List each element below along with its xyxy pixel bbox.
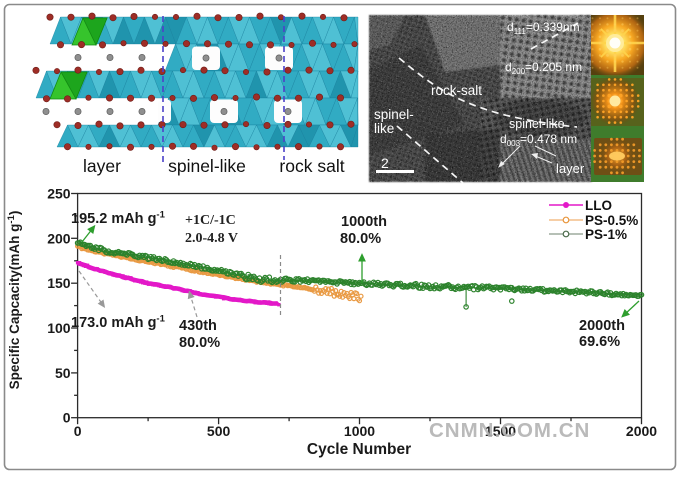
svg-text:1000th: 1000th — [341, 214, 387, 230]
svg-text:PS-0.5%: PS-0.5% — [585, 213, 638, 228]
svg-text:80.0%: 80.0% — [179, 335, 220, 351]
svg-text:like: like — [374, 121, 394, 136]
svg-text:80.0%: 80.0% — [340, 231, 381, 247]
svg-text:rock salt: rock salt — [279, 156, 344, 176]
svg-text:1500: 1500 — [485, 423, 516, 439]
svg-text:d200=0.205 nm: d200=0.205 nm — [505, 60, 582, 76]
svg-text:200: 200 — [47, 230, 71, 246]
svg-text:2.0-4.8 V: 2.0-4.8 V — [185, 231, 238, 246]
svg-text:2000: 2000 — [626, 423, 657, 439]
svg-text:69.6%: 69.6% — [579, 334, 620, 350]
svg-text:CNMN.COM.CN: CNMN.COM.CN — [429, 419, 590, 442]
svg-text:0: 0 — [63, 410, 71, 426]
svg-text:2000th: 2000th — [579, 318, 625, 334]
svg-text:500: 500 — [207, 423, 231, 439]
svg-text:430th: 430th — [179, 318, 217, 334]
svg-text:100: 100 — [47, 320, 71, 336]
svg-text:d111=0.339nm: d111=0.339nm — [507, 20, 580, 36]
svg-text:173.0 mAh g-1: 173.0 mAh g-1 — [71, 314, 166, 332]
svg-text:layer: layer — [556, 161, 585, 176]
svg-text:2: 2 — [381, 155, 389, 171]
svg-text:1000: 1000 — [344, 423, 375, 439]
svg-text:+1C/-1C: +1C/-1C — [185, 213, 236, 228]
svg-text:195.2 mAh g-1: 195.2 mAh g-1 — [71, 210, 166, 228]
svg-text:250: 250 — [47, 186, 71, 202]
svg-text:layer: layer — [83, 156, 121, 176]
svg-text:150: 150 — [47, 275, 71, 291]
svg-text:rock-salt: rock-salt — [431, 83, 482, 98]
svg-text:Specific Capcacity(mAh g-1): Specific Capcacity(mAh g-1) — [6, 211, 22, 390]
svg-text:spinel-: spinel- — [374, 107, 414, 122]
svg-text:LLO: LLO — [585, 198, 612, 213]
svg-text:Cycle Number: Cycle Number — [307, 441, 411, 458]
svg-text:d003=0.478 nm: d003=0.478 nm — [500, 132, 577, 148]
svg-text:50: 50 — [55, 365, 71, 381]
svg-text:spinel-like: spinel-like — [509, 117, 565, 131]
svg-text:0: 0 — [74, 423, 82, 439]
svg-text:PS-1%: PS-1% — [585, 227, 627, 242]
svg-text:spinel-like: spinel-like — [168, 156, 246, 176]
